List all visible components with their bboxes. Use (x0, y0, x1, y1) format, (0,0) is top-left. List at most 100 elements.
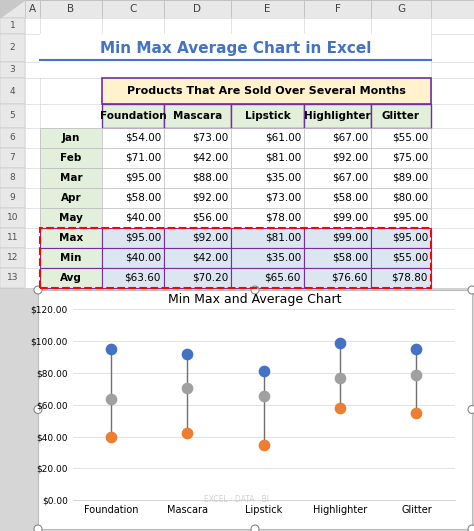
Point (183, 384, 191, 393)
Polygon shape (0, 0, 25, 18)
Bar (25, 18, 474, 288)
Text: EXCEL · DATA · BI: EXCEL · DATA · BI (204, 495, 270, 503)
Bar (371, 168, 431, 188)
Text: 3: 3 (9, 65, 15, 74)
Bar (102, 168, 164, 188)
Bar (102, 78, 431, 104)
Point (413, 408, 420, 417)
Bar (40, 34, 431, 62)
Point (107, 345, 115, 353)
Text: B: B (67, 4, 74, 14)
Text: $76.60: $76.60 (332, 273, 368, 283)
Text: $88.00: $88.00 (192, 173, 228, 183)
Bar (371, 104, 431, 128)
Text: $92.00: $92.00 (192, 193, 228, 203)
Point (413, 345, 420, 353)
Text: $78.80: $78.80 (392, 273, 428, 283)
Bar (371, 0, 431, 18)
Bar (40, 188, 102, 208)
Bar (40, 208, 102, 228)
Bar (0, 268, 25, 288)
Bar (0, 18, 25, 34)
Text: E: E (264, 4, 271, 14)
Text: $65.60: $65.60 (264, 273, 301, 283)
Text: Apr: Apr (61, 193, 82, 203)
Bar (231, 228, 304, 248)
Bar (164, 128, 231, 148)
Text: $95.00: $95.00 (125, 233, 161, 243)
Text: Products That Are Sold Over Several Months: Products That Are Sold Over Several Mont… (127, 86, 406, 96)
Text: Lipstick: Lipstick (245, 111, 291, 121)
Bar (0, 148, 25, 168)
Point (183, 429, 191, 438)
Circle shape (34, 525, 42, 531)
Circle shape (251, 525, 259, 531)
Point (260, 440, 267, 449)
Bar (304, 104, 371, 128)
Text: $40.00: $40.00 (125, 253, 161, 263)
Point (183, 349, 191, 358)
Text: 13: 13 (7, 273, 18, 282)
Text: $99.00: $99.00 (332, 233, 368, 243)
Text: C: C (129, 4, 137, 14)
Text: $55.00: $55.00 (392, 253, 428, 263)
Bar (304, 188, 371, 208)
Bar (102, 228, 164, 248)
Point (107, 432, 115, 441)
Text: $67.00: $67.00 (332, 173, 368, 183)
Circle shape (34, 286, 42, 294)
Bar (304, 248, 371, 268)
Bar (304, 268, 371, 288)
Bar (0, 0, 474, 18)
Text: 11: 11 (7, 234, 18, 243)
Bar (0, 34, 25, 62)
Point (413, 371, 420, 379)
Bar (102, 128, 164, 148)
Text: 2: 2 (9, 44, 15, 53)
Bar (304, 168, 371, 188)
Text: $70.20: $70.20 (192, 273, 228, 283)
Circle shape (468, 525, 474, 531)
Bar (231, 188, 304, 208)
Text: 7: 7 (9, 153, 15, 162)
Bar (371, 268, 431, 288)
Text: Glitter: Glitter (382, 111, 420, 121)
Bar (102, 208, 164, 228)
Text: $95.00: $95.00 (392, 213, 428, 223)
Text: $35.00: $35.00 (265, 253, 301, 263)
Text: 8: 8 (9, 174, 15, 183)
Bar (25, 0, 40, 18)
Bar (102, 248, 164, 268)
Text: $42.00: $42.00 (192, 253, 228, 263)
Text: $54.00: $54.00 (125, 133, 161, 143)
Bar (102, 188, 164, 208)
Bar (40, 168, 102, 188)
Text: $58.00: $58.00 (332, 253, 368, 263)
Text: May: May (59, 213, 83, 223)
Bar (40, 62, 431, 78)
Bar (371, 248, 431, 268)
Text: $99.00: $99.00 (332, 213, 368, 223)
Bar (102, 268, 164, 288)
Bar (231, 208, 304, 228)
Text: $81.00: $81.00 (265, 153, 301, 163)
Text: $40.00: $40.00 (125, 213, 161, 223)
Text: $81.00: $81.00 (265, 233, 301, 243)
Text: 6: 6 (9, 133, 15, 142)
Text: 9: 9 (9, 193, 15, 202)
Text: $35.00: $35.00 (265, 173, 301, 183)
Bar (231, 268, 304, 288)
Text: Feb: Feb (60, 153, 82, 163)
Point (107, 395, 115, 403)
Text: $80.00: $80.00 (392, 193, 428, 203)
Circle shape (468, 406, 474, 414)
Bar (164, 248, 231, 268)
Text: D: D (193, 4, 201, 14)
Bar (164, 268, 231, 288)
Text: $42.00: $42.00 (192, 153, 228, 163)
Text: 5: 5 (9, 112, 15, 121)
Bar (0, 188, 25, 208)
Bar (304, 148, 371, 168)
Bar (231, 104, 304, 128)
Bar (164, 0, 231, 18)
